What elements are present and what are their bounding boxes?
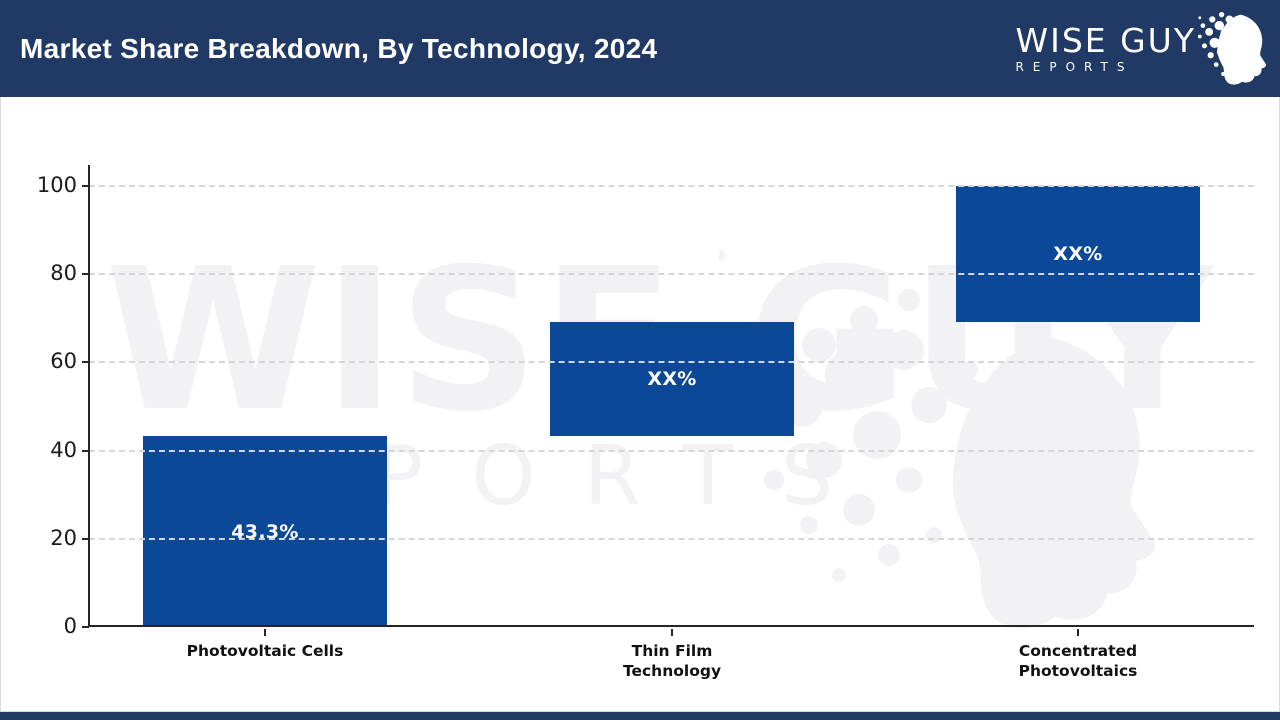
gridline-20 xyxy=(89,537,1254,540)
brand-name: WISE GUY xyxy=(1015,21,1196,60)
gridline-100 xyxy=(89,185,1254,187)
brand-head-icon xyxy=(1197,11,1267,85)
y-tick-mark xyxy=(82,449,89,452)
x-tick-mark xyxy=(1077,629,1079,636)
y-tick-mark xyxy=(82,185,89,187)
y-tick-mark xyxy=(82,361,89,364)
brand-wordmark: WISE GUY REPORTS xyxy=(1015,21,1196,75)
y-tick-mark xyxy=(82,626,89,628)
x-tick-mark xyxy=(671,629,673,636)
category-label-2: Concentrated Photovoltaics xyxy=(938,641,1218,681)
bar-segment-1: XX% xyxy=(550,321,794,437)
x-tick-mark xyxy=(264,629,266,636)
bar-value-label: XX% xyxy=(647,367,697,390)
footer-bar xyxy=(0,712,1280,720)
category-label-line: Photovoltaics xyxy=(1018,662,1138,680)
header: Market Share Breakdown, By Technology, 2… xyxy=(0,0,1280,97)
x-axis-line xyxy=(88,625,1254,627)
category-label-line: Technology xyxy=(622,662,722,680)
y-tick-mark xyxy=(82,537,89,540)
y-axis-line xyxy=(88,165,90,627)
gridline-80 xyxy=(89,273,1254,276)
bar-segment-2: XX% xyxy=(956,186,1200,322)
y-tick-label: 40 xyxy=(50,437,77,462)
category-label-line: Thin Film xyxy=(631,642,713,660)
y-tick-label: 80 xyxy=(50,261,77,286)
brand-subtitle: REPORTS xyxy=(1015,60,1134,74)
bar-segment-0: 43.3% xyxy=(143,436,387,627)
y-tick-label: 100 xyxy=(36,173,77,197)
brand-logo: WISE GUY REPORTS xyxy=(1015,8,1270,90)
bar-value-label: XX% xyxy=(1053,242,1103,265)
category-label-line: Photovoltaic Cells xyxy=(186,642,344,660)
gridline-40 xyxy=(89,449,1254,452)
category-label-1: Thin Film Technology xyxy=(532,641,812,681)
bar-chart: 0 20 40 60 80 100 43.3% Photovoltaic Cells XX% Th… xyxy=(1,97,1279,711)
category-label-line: Concentrated xyxy=(1018,642,1138,660)
y-tick-label: 20 xyxy=(50,525,77,550)
chart-card: WISE GUY REPORTS 0 20 40 60 80 100 43.3% Photov… xyxy=(0,97,1280,712)
y-tick-label: 60 xyxy=(50,349,77,374)
y-tick-mark xyxy=(82,273,89,276)
gridline-60 xyxy=(89,361,1254,364)
bar-value-label: 43.3% xyxy=(231,520,299,543)
page-title: Market Share Breakdown, By Technology, 2… xyxy=(20,32,658,64)
category-label-0: Photovoltaic Cells xyxy=(125,641,405,661)
y-tick-label: 0 xyxy=(63,614,77,638)
